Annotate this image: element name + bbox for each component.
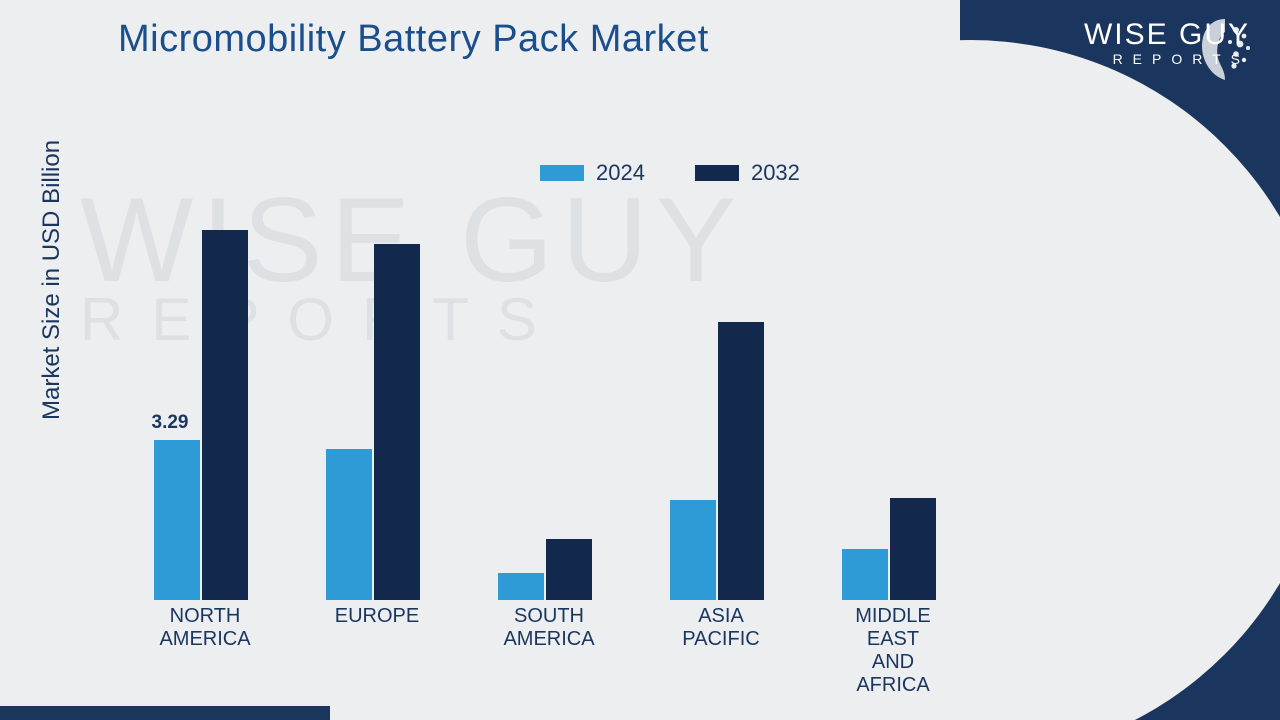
legend-label: 2024 xyxy=(596,160,645,186)
x-category-label: MIDDLEEASTANDAFRICA xyxy=(828,605,958,697)
legend-swatch xyxy=(695,165,739,181)
y-axis-label: Market Size in USD Billion xyxy=(38,140,66,420)
bar-2032 xyxy=(890,498,936,600)
bar-2032 xyxy=(202,230,248,601)
brain-icon xyxy=(1190,14,1260,84)
chart-legend: 2024 2032 xyxy=(540,160,800,186)
legend-label: 2032 xyxy=(751,160,800,186)
brand-logo: WISE GUY REPORTS xyxy=(1084,20,1250,66)
bar-2032 xyxy=(546,539,592,600)
legend-item-2032: 2032 xyxy=(695,160,800,186)
page-title: Micromobility Battery Pack Market xyxy=(118,18,709,61)
infographic-canvas: WISE GUY REPORTS Micromobility Battery P… xyxy=(0,0,1280,720)
legend-item-2024: 2024 xyxy=(540,160,645,186)
chart-plot-area: 3.29 xyxy=(140,210,1010,600)
bar-2032 xyxy=(718,322,764,600)
legend-swatch xyxy=(540,165,584,181)
bar-2032 xyxy=(374,244,420,600)
x-category-label: EUROPE xyxy=(312,605,442,628)
bottom-accent-bar xyxy=(0,706,330,720)
bar-2024 xyxy=(498,573,544,600)
bar-2024 xyxy=(154,440,200,600)
market-chart: 20242032 Market Size in USD Billion 3.29… xyxy=(70,160,1030,700)
x-category-label: ASIAPACIFIC xyxy=(656,605,786,651)
bar-2024 xyxy=(842,549,888,600)
x-category-label: SOUTHAMERICA xyxy=(484,605,614,651)
x-category-label: NORTHAMERICA xyxy=(140,605,270,651)
bar-value-label: 3.29 xyxy=(140,412,200,434)
bar-2024 xyxy=(326,449,372,600)
bar-2024 xyxy=(670,500,716,600)
